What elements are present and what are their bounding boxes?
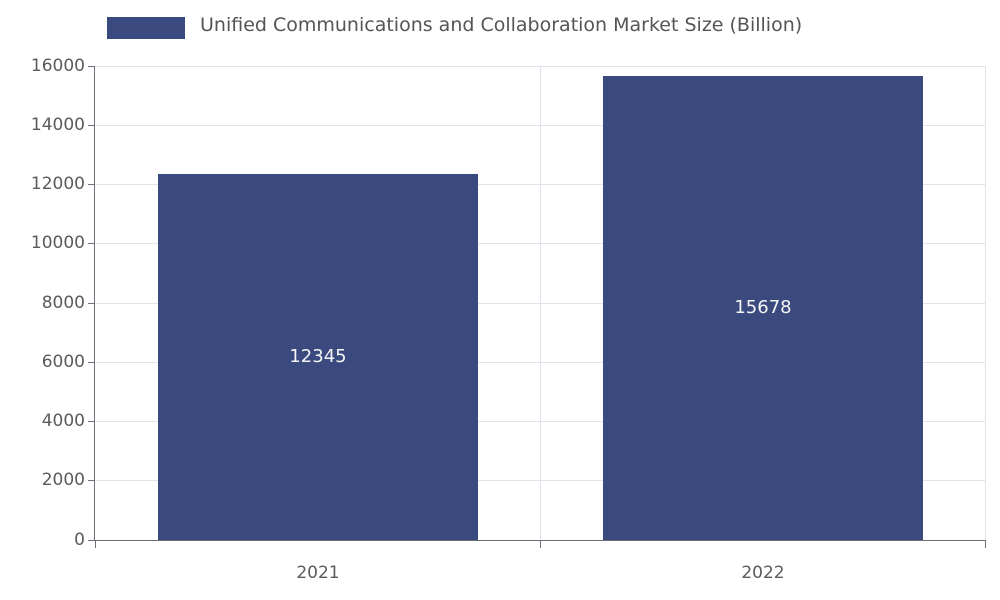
y-tick-mark xyxy=(88,124,94,126)
y-tick-label: 12000 xyxy=(30,174,85,194)
y-tick-label: 8000 xyxy=(41,292,85,313)
y-axis-line xyxy=(94,66,95,541)
x-tick-mark xyxy=(984,540,986,548)
chart-title: Unified Communications and Collaboration… xyxy=(200,14,803,36)
bar xyxy=(158,174,478,540)
bar xyxy=(603,75,923,540)
y-tick-label: 16000 xyxy=(30,55,85,76)
y-tick-mark xyxy=(88,65,94,67)
y-tick-label: 14000 xyxy=(30,114,85,135)
y-tick-label: 0 xyxy=(74,529,85,550)
y-tick-mark xyxy=(88,480,94,482)
x-tick-label: 2021 xyxy=(296,563,340,583)
y-tick-mark xyxy=(88,361,94,363)
gridline xyxy=(984,66,986,540)
y-tick-mark xyxy=(88,184,94,185)
y-tick-mark xyxy=(88,539,94,541)
x-tick-mark xyxy=(94,540,96,548)
gridline xyxy=(539,66,541,540)
y-tick-mark xyxy=(88,421,94,422)
y-tick-mark xyxy=(88,302,94,304)
x-tick-label: 2022 xyxy=(741,563,785,583)
y-tick-label: 4000 xyxy=(41,411,85,431)
y-tick-mark xyxy=(88,243,94,245)
x-tick-mark xyxy=(539,540,541,548)
y-tick-label: 6000 xyxy=(41,351,85,372)
bar-value-label: 15678 xyxy=(734,297,792,318)
bar-value-label: 12345 xyxy=(289,346,347,367)
y-tick-label: 2000 xyxy=(41,470,85,491)
y-tick-label: 10000 xyxy=(30,233,85,254)
legend-swatch xyxy=(107,17,185,39)
